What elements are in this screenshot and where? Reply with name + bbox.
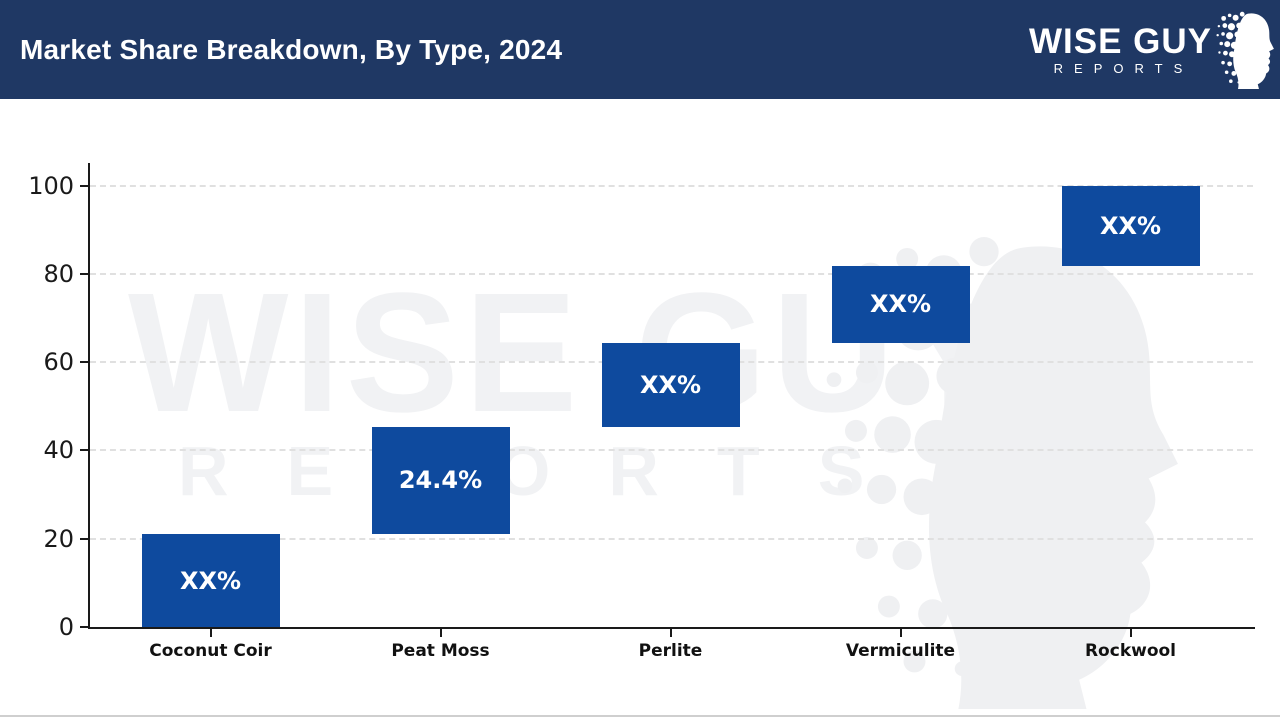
y-tick-mark-100 [80, 184, 88, 187]
y-tick-label-100: 100 [28, 171, 74, 200]
x-tick-label-2: Perlite [638, 641, 703, 661]
x-tick-label-0: Coconut Coir [149, 641, 272, 661]
x-tick-label-3: Vermiculite [845, 641, 956, 661]
y-tick-mark-0 [80, 626, 88, 628]
x-tick-label-1: Peat Moss [391, 641, 490, 661]
gridline-100 [90, 184, 1253, 187]
bar-vermiculite: XX% [831, 265, 970, 343]
bar-peat-moss: 24.4% [371, 426, 510, 535]
x-axis-line [88, 627, 1255, 629]
y-tick-label-20: 20 [43, 524, 74, 553]
bar-coconut-coir: XX% [141, 534, 280, 627]
brand-sub: REPORTS [1053, 61, 1194, 76]
y-tick-label-0: 0 [58, 613, 74, 641]
y-tick-mark-60 [80, 361, 88, 364]
x-tick-mark-4 [1129, 629, 1132, 637]
bar-value-label: XX% [869, 290, 932, 319]
brand-name: WISE GUY [1028, 22, 1212, 61]
y-tick-label-80: 80 [43, 259, 74, 288]
bar-rockwool: XX% [1061, 185, 1200, 266]
watermark-brand-sub: REPORTS [178, 432, 923, 510]
y-tick-mark-40 [80, 449, 88, 452]
bar-value-label: XX% [179, 566, 242, 595]
x-tick-mark-0 [209, 629, 212, 637]
gridline-40 [90, 449, 1253, 452]
bar-perlite: XX% [601, 342, 740, 427]
page-title: Market Share Breakdown, By Type, 2024 [20, 33, 563, 65]
y-tick-mark-80 [80, 272, 88, 275]
gridline-80 [90, 272, 1253, 275]
brand-logo-text: WISE GUY REPORTS [1029, 24, 1212, 75]
x-tick-mark-2 [669, 629, 672, 637]
header-bar: Market Share Breakdown, By Type, 2024 WI… [0, 0, 1280, 99]
x-tick-mark-3 [899, 629, 902, 637]
x-tick-label-4: Rockwool [1084, 641, 1177, 661]
y-tick-mark-20 [80, 537, 88, 540]
brand-face-icon [1214, 10, 1274, 89]
y-axis-line [88, 163, 90, 629]
brand-logo: WISE GUY REPORTS [1029, 0, 1274, 99]
x-tick-mark-1 [439, 629, 442, 637]
bar-value-label: XX% [639, 370, 702, 399]
bottom-divider [0, 715, 1280, 717]
gridline-20 [90, 537, 1253, 540]
y-tick-label-40: 40 [43, 436, 74, 465]
bar-value-label: 24.4% [398, 466, 483, 495]
bar-value-label: XX% [1099, 211, 1162, 240]
y-tick-label-60: 60 [43, 348, 74, 377]
